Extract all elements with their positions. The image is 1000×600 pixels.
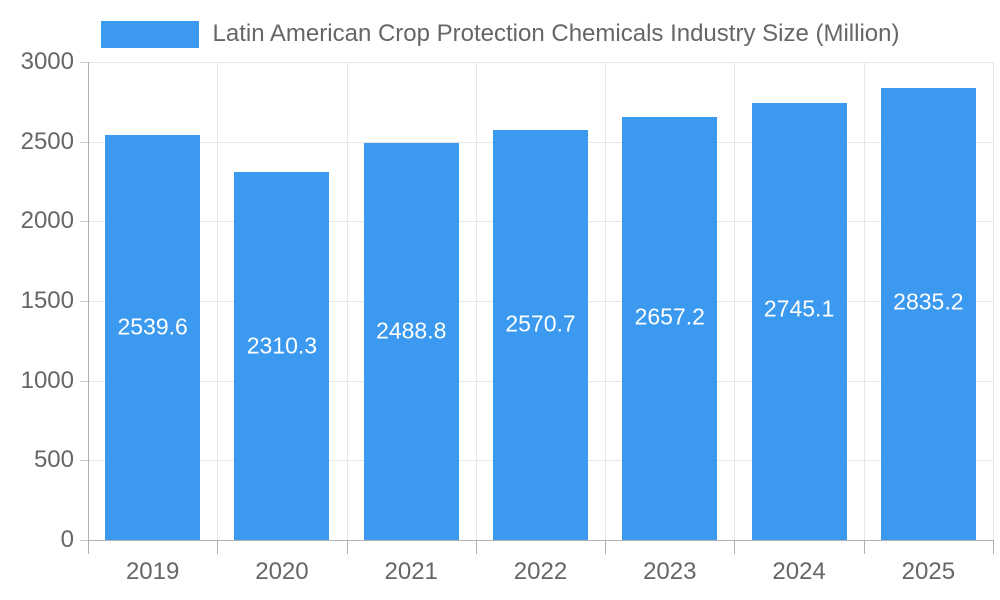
bar-value-label: 2539.6	[117, 313, 188, 340]
bar-value-label: 2488.8	[376, 317, 447, 344]
y-axis-tick-label: 1000	[20, 366, 74, 394]
x-axis-tick-label: 2024	[772, 558, 826, 585]
gridline-vertical	[476, 62, 477, 540]
y-axis-tick-label: 1500	[20, 287, 74, 314]
gridline-horizontal	[88, 62, 993, 63]
bar[interactable]	[105, 135, 201, 540]
y-axis-tick-mark	[80, 540, 88, 541]
legend-color-swatch[interactable]	[100, 20, 199, 48]
y-axis-tick-label: 0	[60, 526, 74, 553]
x-axis-tick-mark	[217, 540, 218, 554]
x-axis-tick-mark	[734, 540, 735, 554]
bar-value-label: 2310.3	[246, 332, 318, 359]
bar[interactable]	[880, 88, 976, 540]
y-axis-tick-mark	[80, 62, 88, 63]
x-axis-tick-label: 2019	[125, 558, 180, 585]
x-axis-tick-mark	[605, 540, 606, 554]
bar-value-label: 2657.2	[634, 303, 705, 330]
bar[interactable]	[751, 102, 847, 540]
y-axis-tick-label: 2500	[20, 127, 74, 155]
bar-value-label: 2570.7	[505, 310, 576, 337]
gridline-vertical	[993, 62, 994, 540]
y-axis-tick-label: 2000	[20, 207, 74, 235]
bar[interactable]	[363, 143, 459, 540]
x-axis-tick-label: 2023	[643, 558, 697, 585]
y-axis-tick-label: 3000	[20, 48, 74, 75]
plot-area: 2539.6 2310.3 2488.8 2570.7 2657.2 2745.1 2835…	[88, 62, 994, 554]
x-axis-tick-mark	[993, 540, 994, 554]
x-axis-tick-mark	[347, 540, 348, 554]
gridline-vertical	[605, 62, 606, 540]
y-axis-tick-mark	[80, 460, 88, 462]
x-axis-line	[88, 540, 993, 541]
y-axis-tick-mark	[80, 141, 88, 143]
gridline-vertical	[217, 62, 218, 540]
x-axis-tick-mark	[88, 540, 89, 554]
legend-label[interactable]: Latin American Crop Protection Chemicals…	[212, 20, 900, 47]
bar[interactable]	[493, 130, 588, 540]
chart-legend: Latin American Crop Protection Chemicals…	[0, 14, 1000, 54]
bar[interactable]	[234, 171, 330, 540]
x-axis-tick-mark	[476, 540, 477, 554]
y-axis-tick-mark	[80, 301, 88, 302]
gridline-vertical	[347, 62, 348, 540]
y-axis-tick-label: 500	[33, 446, 74, 474]
bar-value-label: 2745.1	[763, 295, 835, 322]
gridline-vertical	[734, 62, 735, 540]
x-axis-tick-mark	[864, 540, 865, 554]
y-axis-tick-mark	[80, 221, 88, 223]
x-axis-tick-label: 2021	[384, 558, 438, 585]
gridline-vertical	[864, 62, 865, 540]
y-axis-line	[88, 62, 89, 540]
y-axis-tick-mark	[80, 380, 88, 382]
x-axis-tick-label: 2020	[255, 558, 309, 585]
x-axis-tick-label: 2022	[513, 558, 568, 585]
bar[interactable]	[622, 116, 718, 540]
bar-value-label: 2835.2	[893, 288, 964, 315]
x-axis-tick-label: 2025	[901, 558, 956, 585]
